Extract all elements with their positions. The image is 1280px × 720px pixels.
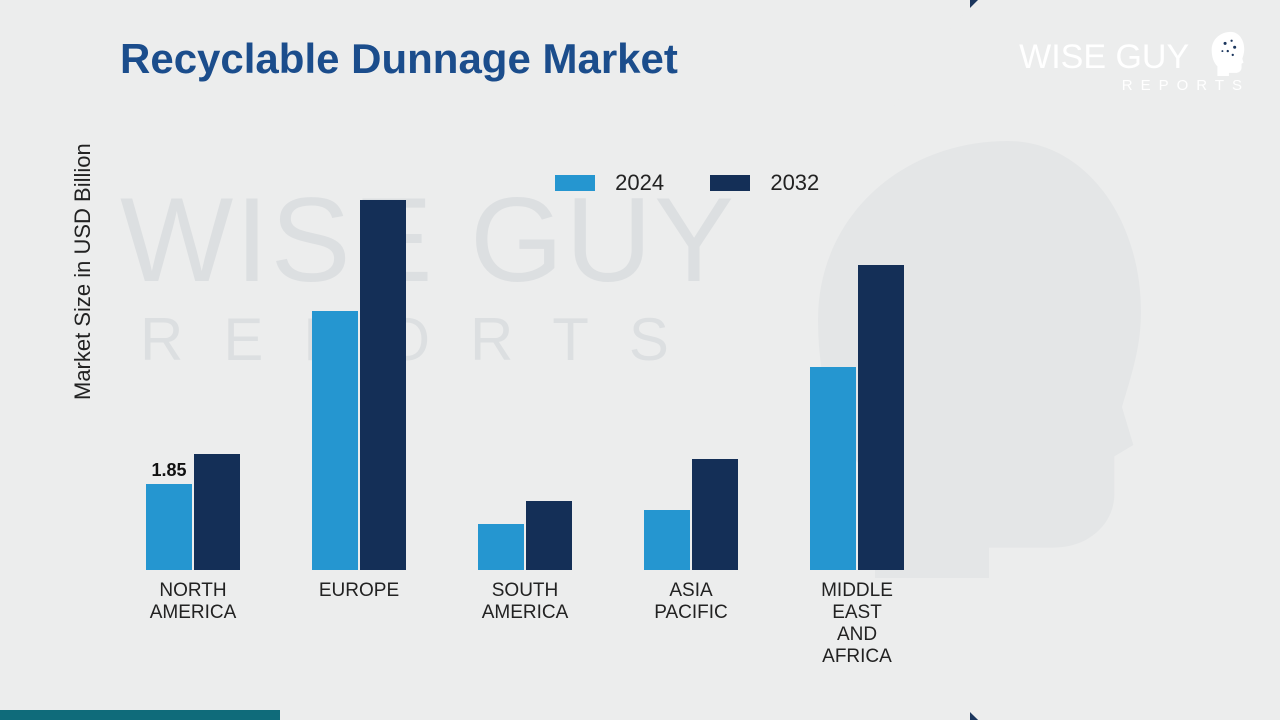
bar-2032	[526, 501, 572, 570]
bar-2032	[858, 265, 904, 570]
legend: 2024 2032	[555, 170, 859, 196]
bar-group: ASIAPACIFIC	[608, 200, 774, 570]
bar-group: SOUTHAMERICA	[442, 200, 608, 570]
bar-group: 1.85NORTHAMERICA	[110, 200, 276, 570]
category-label: NORTHAMERICA	[110, 570, 276, 624]
y-axis-label: Market Size in USD Billion	[70, 143, 96, 400]
legend-label-2024: 2024	[615, 170, 664, 195]
bar-2032	[360, 200, 406, 570]
legend-item-2024: 2024	[555, 170, 664, 196]
category-label: ASIAPACIFIC	[608, 570, 774, 624]
head-icon	[1204, 30, 1250, 76]
bar-2032	[692, 459, 738, 570]
right-band	[970, 0, 1280, 720]
bar-2024: 1.85	[146, 484, 192, 570]
brand-line2: REPORTS	[1019, 78, 1250, 93]
bar-2024	[644, 510, 690, 570]
legend-swatch-2024	[555, 175, 595, 191]
bar-group: EUROPE	[276, 200, 442, 570]
bar-value-label: 1.85	[151, 460, 186, 481]
category-label: MIDDLEEASTANDAFRICA	[774, 570, 940, 667]
legend-item-2032: 2032	[710, 170, 819, 196]
chart-title: Recyclable Dunnage Market	[120, 35, 678, 83]
legend-swatch-2032	[710, 175, 750, 191]
bar-2024	[312, 311, 358, 570]
bottom-accent-bar	[0, 710, 280, 720]
chart-plot-area: 1.85NORTHAMERICAEUROPESOUTHAMERICAASIAPA…	[110, 200, 940, 570]
brand-logo: WISE GUY REPORTS	[1019, 30, 1250, 93]
category-label: EUROPE	[276, 570, 442, 602]
legend-label-2032: 2032	[770, 170, 819, 195]
bar-2024	[810, 367, 856, 571]
bar-2032	[194, 454, 240, 570]
bar-group: MIDDLEEASTANDAFRICA	[774, 200, 940, 570]
category-label: SOUTHAMERICA	[442, 570, 608, 624]
brand-line1: WISE GUY	[1019, 38, 1188, 76]
bar-2024	[478, 524, 524, 570]
